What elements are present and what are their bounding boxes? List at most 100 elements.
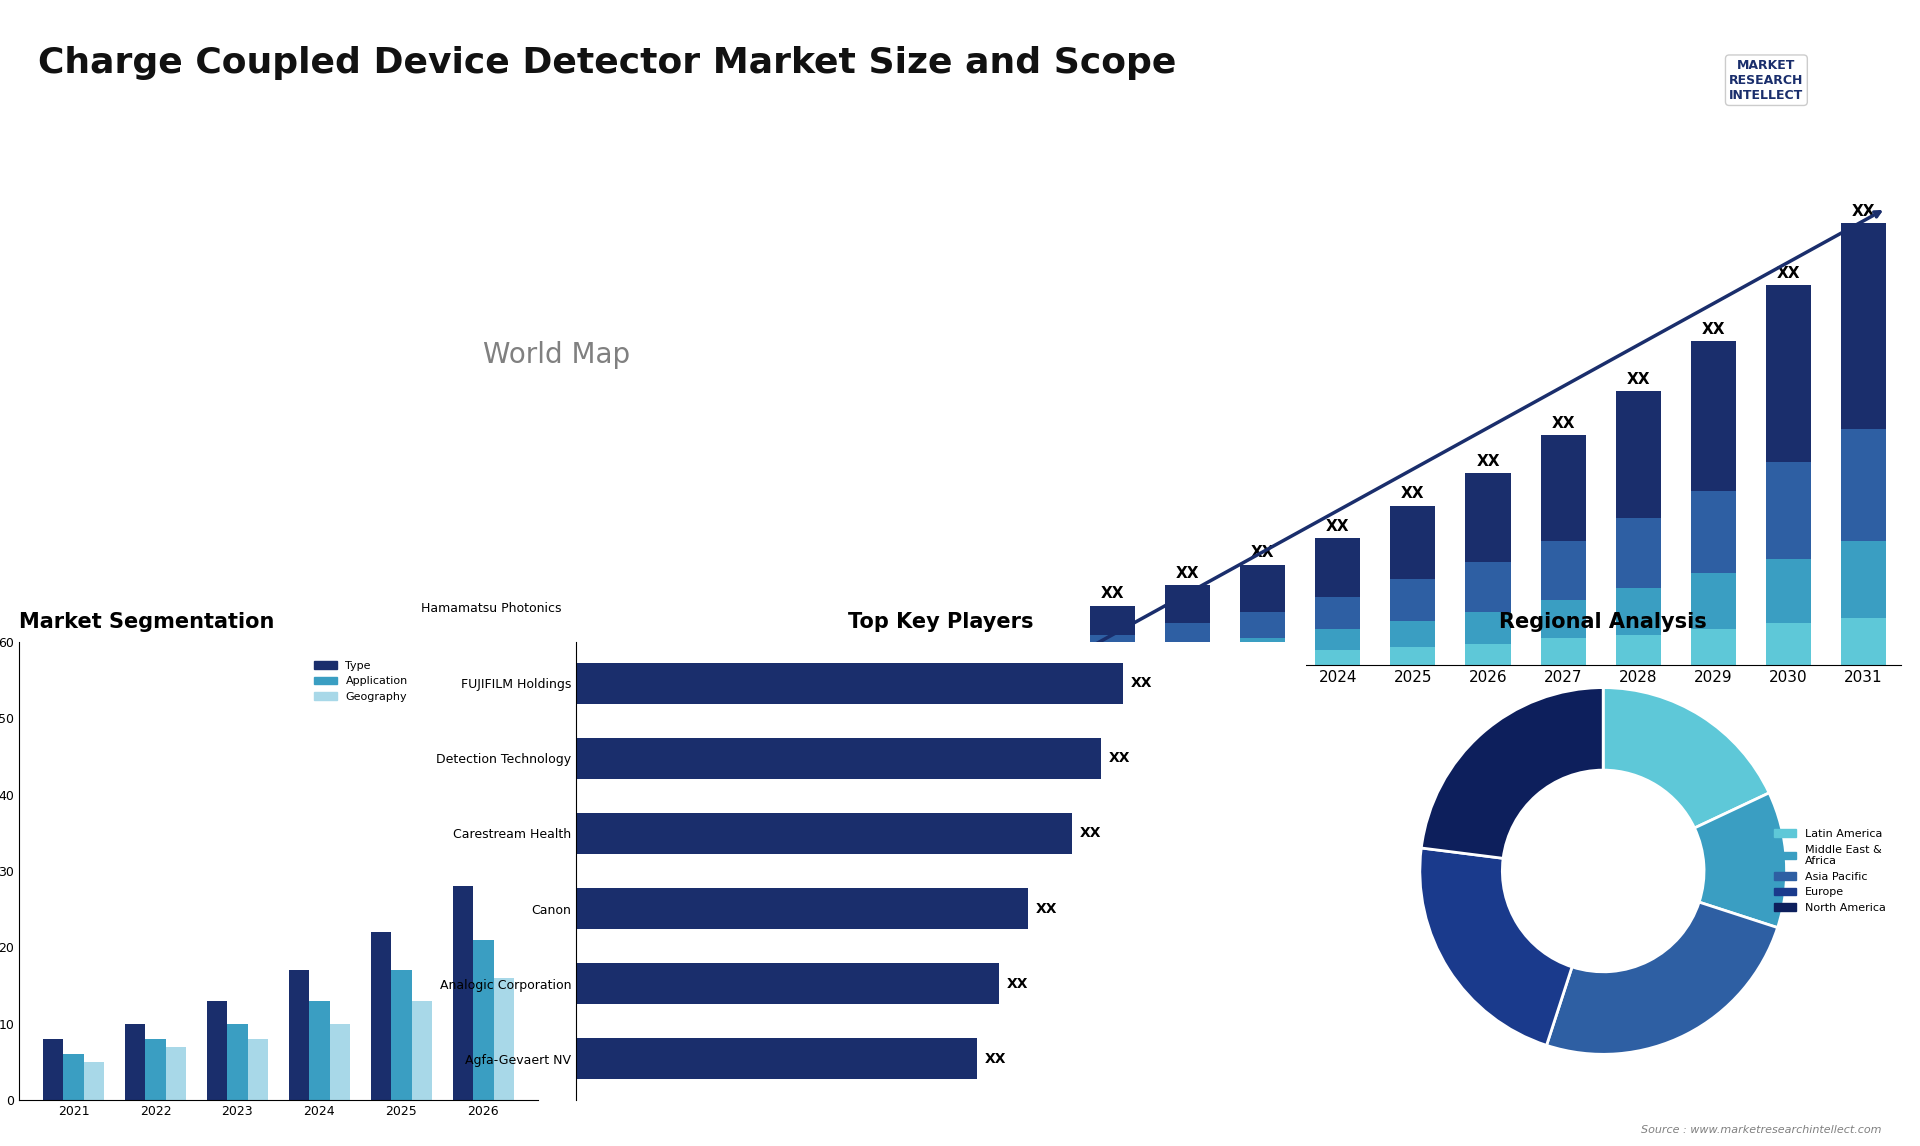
Bar bbox=[1465, 562, 1511, 612]
Title: Top Key Players: Top Key Players bbox=[849, 612, 1033, 631]
Bar bbox=[42, 1039, 63, 1100]
Bar bbox=[165, 1046, 186, 1100]
Wedge shape bbox=[1695, 793, 1786, 927]
Bar bbox=[1315, 539, 1361, 597]
Bar bbox=[472, 940, 493, 1100]
Wedge shape bbox=[1546, 902, 1778, 1054]
Wedge shape bbox=[1421, 848, 1572, 1045]
Text: XX: XX bbox=[1079, 826, 1100, 840]
Bar bbox=[1240, 565, 1284, 612]
Bar bbox=[493, 978, 515, 1100]
Bar bbox=[1692, 573, 1736, 629]
Bar bbox=[1841, 430, 1885, 541]
Bar bbox=[1390, 620, 1436, 647]
Bar bbox=[1240, 653, 1284, 665]
Text: XX: XX bbox=[985, 1052, 1006, 1066]
Wedge shape bbox=[1603, 688, 1768, 829]
Bar bbox=[1540, 435, 1586, 541]
Bar bbox=[1315, 629, 1361, 650]
Bar bbox=[1091, 635, 1135, 650]
Bar bbox=[1692, 629, 1736, 665]
Bar bbox=[1540, 541, 1586, 601]
Text: XX: XX bbox=[1177, 566, 1200, 581]
Bar bbox=[1165, 656, 1210, 665]
Bar bbox=[248, 1039, 269, 1100]
Bar bbox=[1841, 223, 1885, 430]
Bar bbox=[1240, 638, 1284, 653]
Text: XX: XX bbox=[1252, 545, 1275, 560]
Bar bbox=[1615, 391, 1661, 518]
Bar bbox=[1240, 612, 1284, 638]
Bar bbox=[1766, 462, 1811, 559]
Text: World Map: World Map bbox=[484, 342, 630, 369]
Text: XX: XX bbox=[1551, 416, 1574, 431]
Bar bbox=[1465, 644, 1511, 665]
Bar bbox=[1841, 618, 1885, 665]
Bar bbox=[453, 886, 472, 1100]
Bar bbox=[576, 1038, 977, 1080]
Bar bbox=[1692, 342, 1736, 490]
Text: XX: XX bbox=[1100, 587, 1125, 602]
Bar bbox=[1615, 635, 1661, 665]
Bar bbox=[392, 971, 411, 1100]
Bar bbox=[1465, 473, 1511, 562]
Circle shape bbox=[1501, 770, 1705, 972]
Bar bbox=[576, 662, 1123, 704]
Bar bbox=[1766, 623, 1811, 665]
Bar bbox=[1091, 659, 1135, 665]
Text: XX: XX bbox=[1776, 266, 1799, 281]
Legend: Type, Application, Geography: Type, Application, Geography bbox=[309, 657, 413, 706]
Bar bbox=[1315, 597, 1361, 629]
Bar bbox=[576, 963, 998, 1004]
Bar bbox=[146, 1039, 165, 1100]
Bar bbox=[125, 1023, 146, 1100]
Text: XX: XX bbox=[1327, 519, 1350, 534]
Bar bbox=[1540, 638, 1586, 665]
Text: MARKET
RESEARCH
INTELLECT: MARKET RESEARCH INTELLECT bbox=[1730, 58, 1803, 102]
Bar bbox=[288, 971, 309, 1100]
Bar bbox=[1390, 647, 1436, 665]
Bar bbox=[330, 1023, 349, 1100]
Bar bbox=[1165, 586, 1210, 623]
Text: XX: XX bbox=[1035, 902, 1058, 916]
Bar bbox=[1165, 623, 1210, 644]
Text: Source : www.marketresearchintellect.com: Source : www.marketresearchintellect.com bbox=[1642, 1124, 1882, 1135]
Text: XX: XX bbox=[1402, 486, 1425, 501]
Bar bbox=[1390, 580, 1436, 620]
Bar bbox=[207, 1000, 227, 1100]
Text: XX: XX bbox=[1006, 976, 1027, 990]
Bar bbox=[1091, 650, 1135, 659]
Bar bbox=[1615, 518, 1661, 588]
Text: XX: XX bbox=[1476, 454, 1500, 469]
Bar bbox=[63, 1054, 84, 1100]
Text: Market Segmentation: Market Segmentation bbox=[19, 612, 275, 631]
Wedge shape bbox=[1421, 688, 1603, 858]
Bar bbox=[411, 1000, 432, 1100]
Text: XX: XX bbox=[1626, 371, 1649, 386]
Text: XX: XX bbox=[1131, 676, 1152, 690]
Bar bbox=[576, 738, 1102, 779]
Bar bbox=[309, 1000, 330, 1100]
Bar bbox=[1766, 559, 1811, 623]
Bar bbox=[1766, 285, 1811, 462]
Bar bbox=[1540, 601, 1586, 638]
Bar bbox=[84, 1062, 104, 1100]
Bar bbox=[1841, 541, 1885, 618]
Text: XX: XX bbox=[1701, 322, 1724, 337]
Text: Hamamatsu Photonics: Hamamatsu Photonics bbox=[420, 602, 561, 614]
Bar bbox=[1315, 650, 1361, 665]
Bar bbox=[1465, 612, 1511, 644]
Text: XX: XX bbox=[1851, 204, 1876, 219]
Legend: Latin America, Middle East &
Africa, Asia Pacific, Europe, North America: Latin America, Middle East & Africa, Asi… bbox=[1768, 825, 1889, 917]
Bar bbox=[1692, 490, 1736, 573]
Bar bbox=[371, 932, 392, 1100]
Bar bbox=[1091, 606, 1135, 635]
Bar bbox=[1165, 644, 1210, 656]
Title: Regional Analysis: Regional Analysis bbox=[1500, 612, 1707, 631]
Bar bbox=[1615, 588, 1661, 635]
Text: Charge Coupled Device Detector Market Size and Scope: Charge Coupled Device Detector Market Si… bbox=[38, 46, 1177, 80]
Bar bbox=[576, 813, 1071, 854]
Text: XX: XX bbox=[1108, 752, 1131, 766]
Bar bbox=[227, 1023, 248, 1100]
Bar bbox=[1390, 505, 1436, 580]
